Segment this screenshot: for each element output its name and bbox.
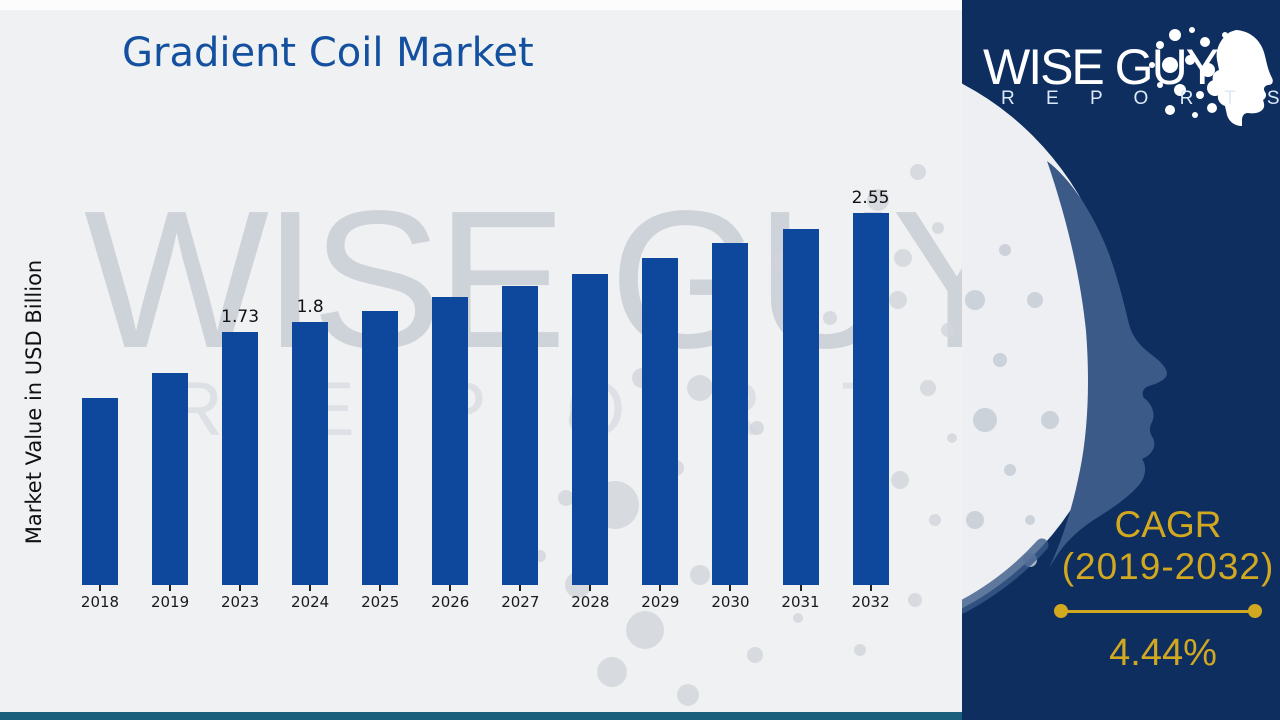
bottom-teal-strip <box>0 712 962 720</box>
bar-2019 <box>152 373 189 585</box>
x-tick-label-2027: 2027 <box>501 593 540 611</box>
x-tick-label-2025: 2025 <box>361 593 400 611</box>
x-axis-tick <box>589 585 592 591</box>
x-tick-label-2029: 2029 <box>641 593 680 611</box>
x-axis-tick <box>869 585 872 591</box>
chart-title: Gradient Coil Market <box>122 30 534 76</box>
x-axis-tick <box>379 585 382 591</box>
x-axis-tick <box>169 585 172 591</box>
x-tick-label-2026: 2026 <box>431 593 470 611</box>
bar-2023 <box>222 332 259 585</box>
x-tick-label-2019: 2019 <box>150 593 190 611</box>
x-axis-tick <box>519 585 522 591</box>
x-axis-tick <box>659 585 662 591</box>
bar-chart: Gradient Coil Market Market Value in USD… <box>22 30 890 611</box>
cagr-block: CAGR (2019-2032) 4.44% <box>1048 504 1280 675</box>
cagr-title: CAGR <box>1114 504 1222 545</box>
x-tick-label-2030: 2030 <box>711 593 750 611</box>
x-tick-label-2024: 2024 <box>291 593 330 611</box>
bar-2028 <box>572 274 609 585</box>
x-axis-tick <box>239 585 242 591</box>
x-tick-label-2032: 2032 <box>851 593 890 611</box>
x-tick-label-2031: 2031 <box>781 593 820 611</box>
cagr-range: (2019-2032) <box>1061 545 1275 587</box>
bar-2026 <box>432 297 469 585</box>
bar-2024 <box>292 322 329 585</box>
divider-line <box>1062 610 1254 614</box>
bar-2027 <box>502 286 539 585</box>
bar-2018 <box>82 398 118 585</box>
bar-2032 <box>852 213 889 585</box>
bar-value-label-2024: 1.8 <box>296 297 324 317</box>
cagr-divider <box>1054 604 1280 619</box>
bar-2029 <box>642 258 679 585</box>
divider-right-dot <box>1248 604 1262 619</box>
bar-2025 <box>362 311 399 585</box>
x-axis-tick <box>99 585 101 591</box>
x-axis-tick <box>729 585 732 591</box>
cagr-value: 4.44% <box>1109 632 1217 675</box>
x-tick-label-2018: 2018 <box>80 593 120 611</box>
bar-2031 <box>782 229 819 585</box>
bar-value-label-2032: 2.55 <box>851 188 890 208</box>
bar-value-label-2023: 1.73 <box>221 307 260 327</box>
x-tick-label-2023: 2023 <box>221 593 260 611</box>
x-tick-label-2028: 2028 <box>571 593 610 611</box>
x-axis-tick <box>799 585 802 591</box>
y-axis-label: Market Value in USD Billion <box>22 259 46 545</box>
logo-reports-text: R E P O R T S <box>1001 88 1280 109</box>
top-highlight-strip <box>0 0 1280 10</box>
x-axis-tick <box>309 585 312 591</box>
bar-2030 <box>712 243 749 585</box>
x-axis-tick <box>449 585 452 591</box>
